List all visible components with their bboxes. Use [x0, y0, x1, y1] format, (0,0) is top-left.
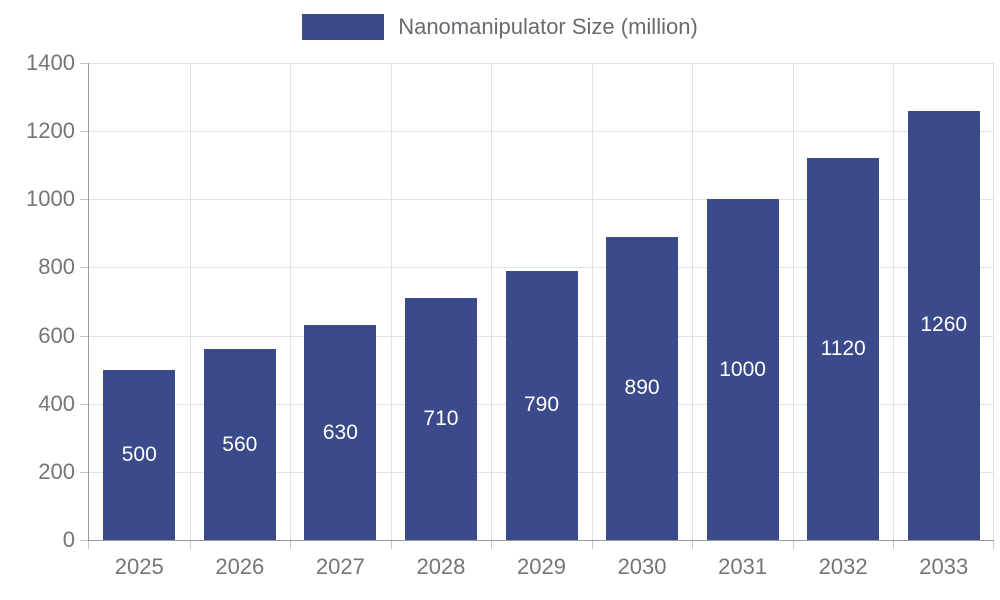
v-gridline [692, 63, 693, 540]
x-axis-tick [993, 541, 994, 549]
y-axis-tick [80, 471, 88, 473]
bar-value-label: 500 [121, 442, 157, 466]
y-tick-label: 0 [62, 527, 75, 552]
v-gridline [893, 63, 894, 540]
x-tick-label: 2033 [919, 554, 969, 579]
x-axis-tick [190, 541, 191, 549]
y-axis-tick [80, 131, 88, 133]
h-gridline [89, 63, 994, 64]
x-axis-tick [592, 541, 593, 549]
x-axis-tick [88, 541, 89, 549]
y-axis-tick [80, 199, 88, 201]
x-axis-tick [290, 541, 291, 549]
y-tick-label: 1000 [26, 186, 75, 212]
bar [706, 199, 779, 540]
y-tick-label: 600 [38, 322, 75, 348]
bar [304, 325, 377, 540]
bar [807, 158, 880, 540]
bar-value-label: 1260 [920, 313, 968, 337]
bar-value-label: 560 [222, 432, 258, 456]
x-tick-label: 2031 [718, 554, 768, 579]
x-axis-tick [692, 541, 693, 549]
bar [505, 270, 578, 540]
x-axis-tick [793, 541, 794, 549]
v-gridline [592, 63, 593, 540]
bar-value-label: 1000 [719, 357, 766, 381]
x-tick-label: 2028 [416, 554, 466, 579]
bar-value-label: 1120 [820, 337, 866, 361]
x-tick-label: 2029 [517, 554, 566, 579]
y-axis-tick [80, 267, 88, 269]
bar-value-label: 630 [322, 420, 358, 444]
v-gridline [491, 63, 492, 540]
v-gridline [993, 63, 994, 540]
y-tick-label: 200 [38, 458, 75, 484]
bar [103, 369, 176, 540]
h-gridline [89, 199, 994, 201]
bar-value-label: 710 [423, 407, 459, 431]
plot-area: 0 200 400 600 800 1000 1200 1400 500 2025 560 2026 6… [26, 52, 994, 579]
x-tick-label: 2027 [315, 554, 365, 579]
x-tick-label: 2025 [114, 554, 164, 579]
x-axis-tick [391, 541, 392, 549]
y-tick-label: 400 [38, 390, 75, 416]
bar [606, 236, 679, 540]
bar [907, 110, 980, 540]
v-gridline [391, 63, 392, 540]
bar [404, 298, 477, 540]
bar-value-label: 890 [624, 376, 660, 400]
y-tick-label: 800 [38, 254, 75, 280]
legend-swatch [302, 14, 385, 40]
x-axis-tick [893, 541, 894, 549]
v-gridline [290, 63, 291, 540]
x-tick-label: 2030 [617, 554, 667, 579]
v-gridline [190, 63, 191, 540]
x-axis-tick [491, 541, 492, 549]
h-gridline [89, 131, 994, 133]
h-gridline [89, 267, 994, 269]
bar [203, 349, 276, 540]
bar-value-label: 790 [523, 393, 560, 417]
y-axis-tick [80, 403, 88, 405]
legend: Nanomanipulator Size (million) [0, 14, 1000, 40]
y-tick-label: 1200 [26, 118, 75, 144]
legend-label: Nanomanipulator Size (million) [398, 14, 698, 39]
v-gridline [793, 63, 794, 540]
y-tick-label: 1400 [26, 50, 75, 75]
x-tick-label: 2032 [818, 554, 868, 579]
y-axis-tick [80, 63, 88, 64]
y-axis-tick [80, 335, 88, 337]
y-axis-tick [80, 540, 88, 541]
x-tick-label: 2026 [215, 554, 265, 579]
